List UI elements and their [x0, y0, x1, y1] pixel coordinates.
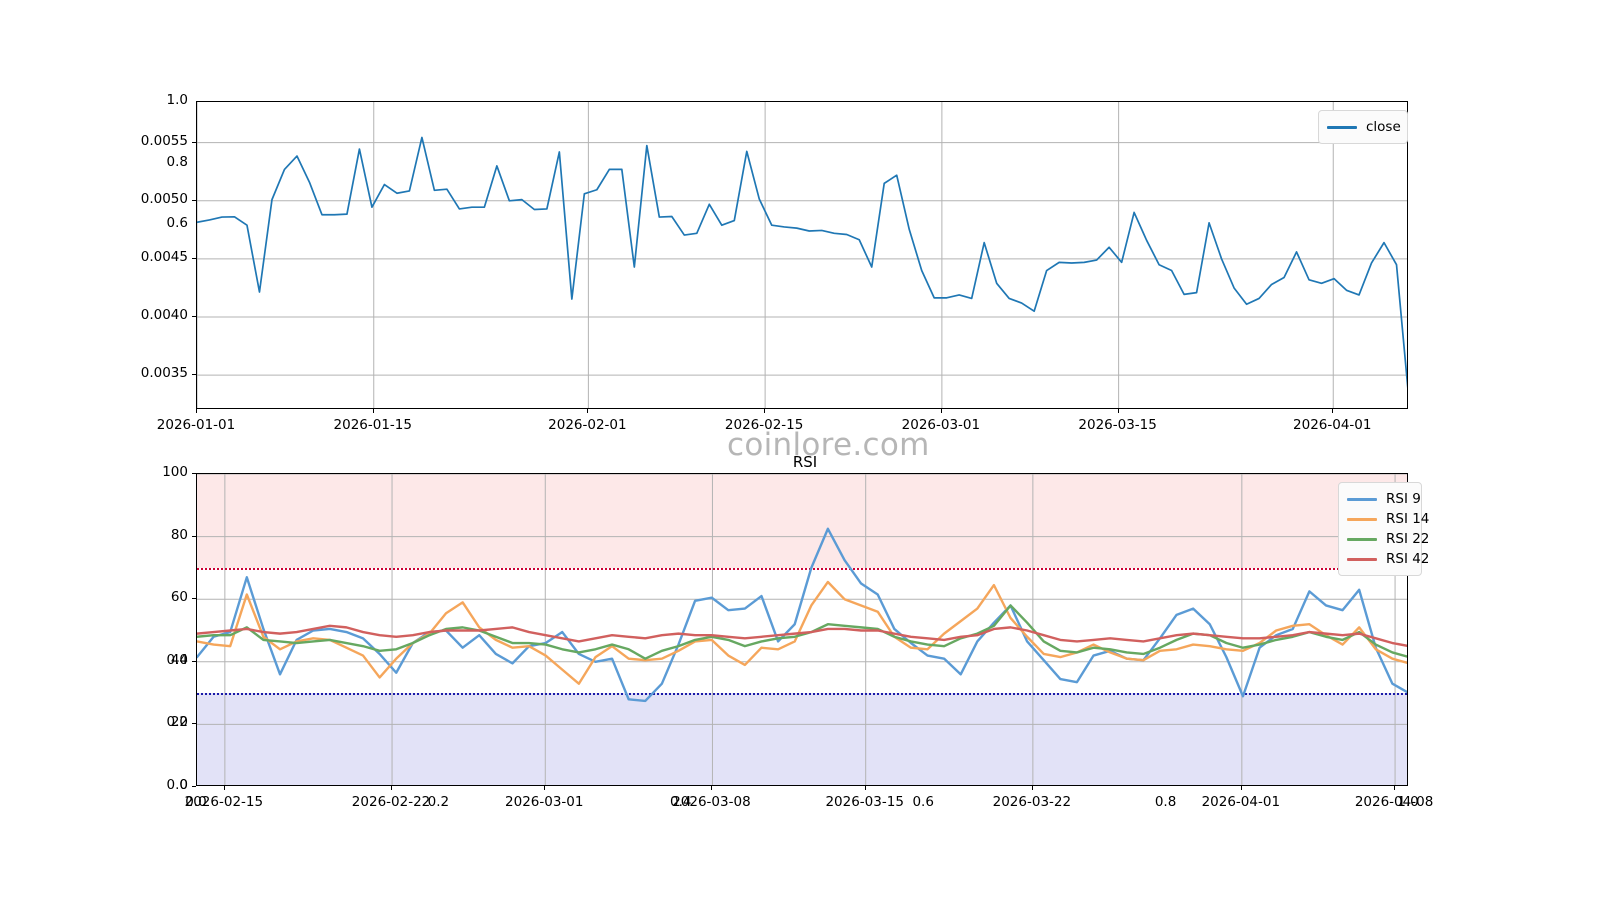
legend-item[interactable]: RSI 22	[1347, 529, 1429, 549]
x-tick-label: 2026-03-22	[992, 794, 1072, 810]
axis-tick-mark	[192, 141, 196, 143]
axis-tick-mark	[1394, 786, 1396, 790]
x-tick-label: 2026-03-01	[901, 417, 981, 433]
price-chart-legend[interactable]: close	[1318, 110, 1408, 144]
rsi-overbought-threshold-line	[197, 567, 1407, 570]
legend-color-swatch	[1347, 497, 1377, 501]
legend-color-swatch	[1347, 517, 1377, 521]
axis-tick-mark	[192, 723, 196, 725]
axis-tick-mark	[192, 535, 196, 537]
axis-tick-mark	[864, 786, 866, 790]
axis-tick-mark	[940, 409, 942, 413]
x-tick-label: 2026-02-15	[724, 417, 804, 433]
x-tick-label: 2026-03-15	[1078, 417, 1157, 433]
x-numeric-tick-label: 1.0	[1397, 794, 1419, 810]
axis-tick-mark	[192, 374, 196, 376]
legend-color-swatch	[1327, 125, 1357, 129]
secondary-y-tick-label: 0.8	[166, 153, 188, 170]
x-tick-label: 2026-04-01	[1201, 794, 1281, 810]
legend-color-swatch	[1347, 537, 1377, 541]
axis-tick-mark	[1031, 786, 1033, 790]
secondary-y-tick-label: 0.0	[166, 777, 188, 793]
x-tick-label: 2026-01-01	[156, 417, 236, 433]
axis-tick-mark	[391, 786, 393, 790]
x-tick-label: 2026-03-08	[672, 794, 751, 810]
axis-tick-mark	[192, 598, 196, 600]
axis-tick-mark	[711, 786, 713, 790]
legend-label: RSI 42	[1386, 551, 1430, 567]
axis-tick-mark	[196, 409, 197, 413]
price-chart-axes	[196, 101, 1408, 409]
price-plot-area	[197, 102, 1407, 408]
x-numeric-tick-label: 0.0	[185, 794, 207, 810]
axis-tick-mark	[192, 473, 196, 474]
x-tick-label: 2026-02-22	[351, 794, 431, 810]
legend-label: RSI 14	[1386, 511, 1430, 527]
legend-item[interactable]: close	[1327, 117, 1401, 137]
axis-tick-mark	[1117, 409, 1119, 413]
rsi-oversold-threshold-line	[197, 693, 1407, 696]
rsi-chart-legend[interactable]: RSI 9 RSI 14 RSI 22 RSI 42	[1338, 482, 1429, 576]
secondary-y-tick-label: 0.2	[166, 714, 188, 731]
x-tick-label: 2026-04-01	[1293, 417, 1372, 433]
axis-tick-mark	[544, 786, 546, 790]
axis-tick-mark	[1240, 786, 1242, 790]
axis-tick-mark	[1332, 409, 1334, 413]
x-tick-label: 2026-04-08	[1354, 794, 1434, 810]
legend-label: close	[1366, 119, 1401, 135]
x-numeric-tick-label: 0.6	[912, 794, 934, 810]
y-tick-label: 0.0040	[140, 307, 188, 324]
axis-tick-mark	[192, 257, 196, 259]
secondary-y-tick-label: 0.6	[166, 215, 188, 232]
legend-item[interactable]: RSI 42	[1347, 549, 1429, 569]
y-tick-label: 20	[170, 714, 188, 731]
axis-tick-mark	[192, 316, 196, 318]
x-tick-label: 2026-02-15	[184, 794, 264, 810]
rsi-series-lines	[197, 527, 1407, 703]
x-tick-label: 2026-03-01	[505, 794, 584, 810]
legend-color-swatch	[1347, 557, 1377, 561]
rsi-panel-title: RSI	[792, 453, 818, 471]
secondary-y-tick-label: 1.0	[166, 92, 188, 108]
y-tick-label: 0	[179, 777, 188, 793]
price-gridlines	[197, 102, 1407, 408]
x-tick-label: 2026-03-15	[825, 794, 904, 810]
x-tick-label: 2026-02-01	[548, 417, 627, 433]
x-numeric-tick-label: 0.2	[427, 794, 450, 810]
axis-tick-mark	[764, 409, 766, 413]
axis-tick-mark	[587, 409, 589, 413]
rsi-plot-area	[197, 474, 1407, 785]
legend-item[interactable]: RSI 14	[1347, 509, 1429, 529]
y-tick-label: 100	[162, 464, 188, 480]
legend-item[interactable]: RSI 9	[1347, 489, 1421, 509]
rsi-oversold-band	[197, 693, 1407, 785]
axis-tick-mark	[192, 199, 196, 201]
price-series-lines	[197, 136, 1407, 389]
x-numeric-tick-label: 0.8	[1154, 794, 1177, 810]
secondary-y-tick-label: 0.4	[166, 651, 188, 668]
legend-label: RSI 9	[1386, 491, 1421, 507]
rsi-overbought-band	[197, 474, 1407, 568]
y-tick-label: 0.0055	[140, 132, 188, 149]
watermark-coinlore: coinlore.com	[727, 427, 930, 463]
y-tick-label: 40	[170, 651, 188, 668]
legend-label: RSI 22	[1386, 531, 1430, 547]
y-tick-label: 60	[170, 589, 188, 606]
axis-tick-mark	[372, 409, 374, 413]
y-tick-label: 0.0035	[140, 365, 188, 382]
y-tick-label: 0.0050	[140, 190, 188, 207]
axis-tick-mark	[192, 786, 196, 787]
axis-tick-mark	[223, 786, 225, 790]
axis-tick-mark	[192, 660, 196, 662]
y-tick-label: 0.0045	[140, 248, 188, 265]
rsi-chart-axes	[196, 473, 1408, 786]
x-tick-label: 2026-01-15	[333, 417, 412, 433]
x-numeric-tick-label: 0.4	[670, 794, 692, 810]
y-tick-label: 80	[170, 526, 188, 543]
